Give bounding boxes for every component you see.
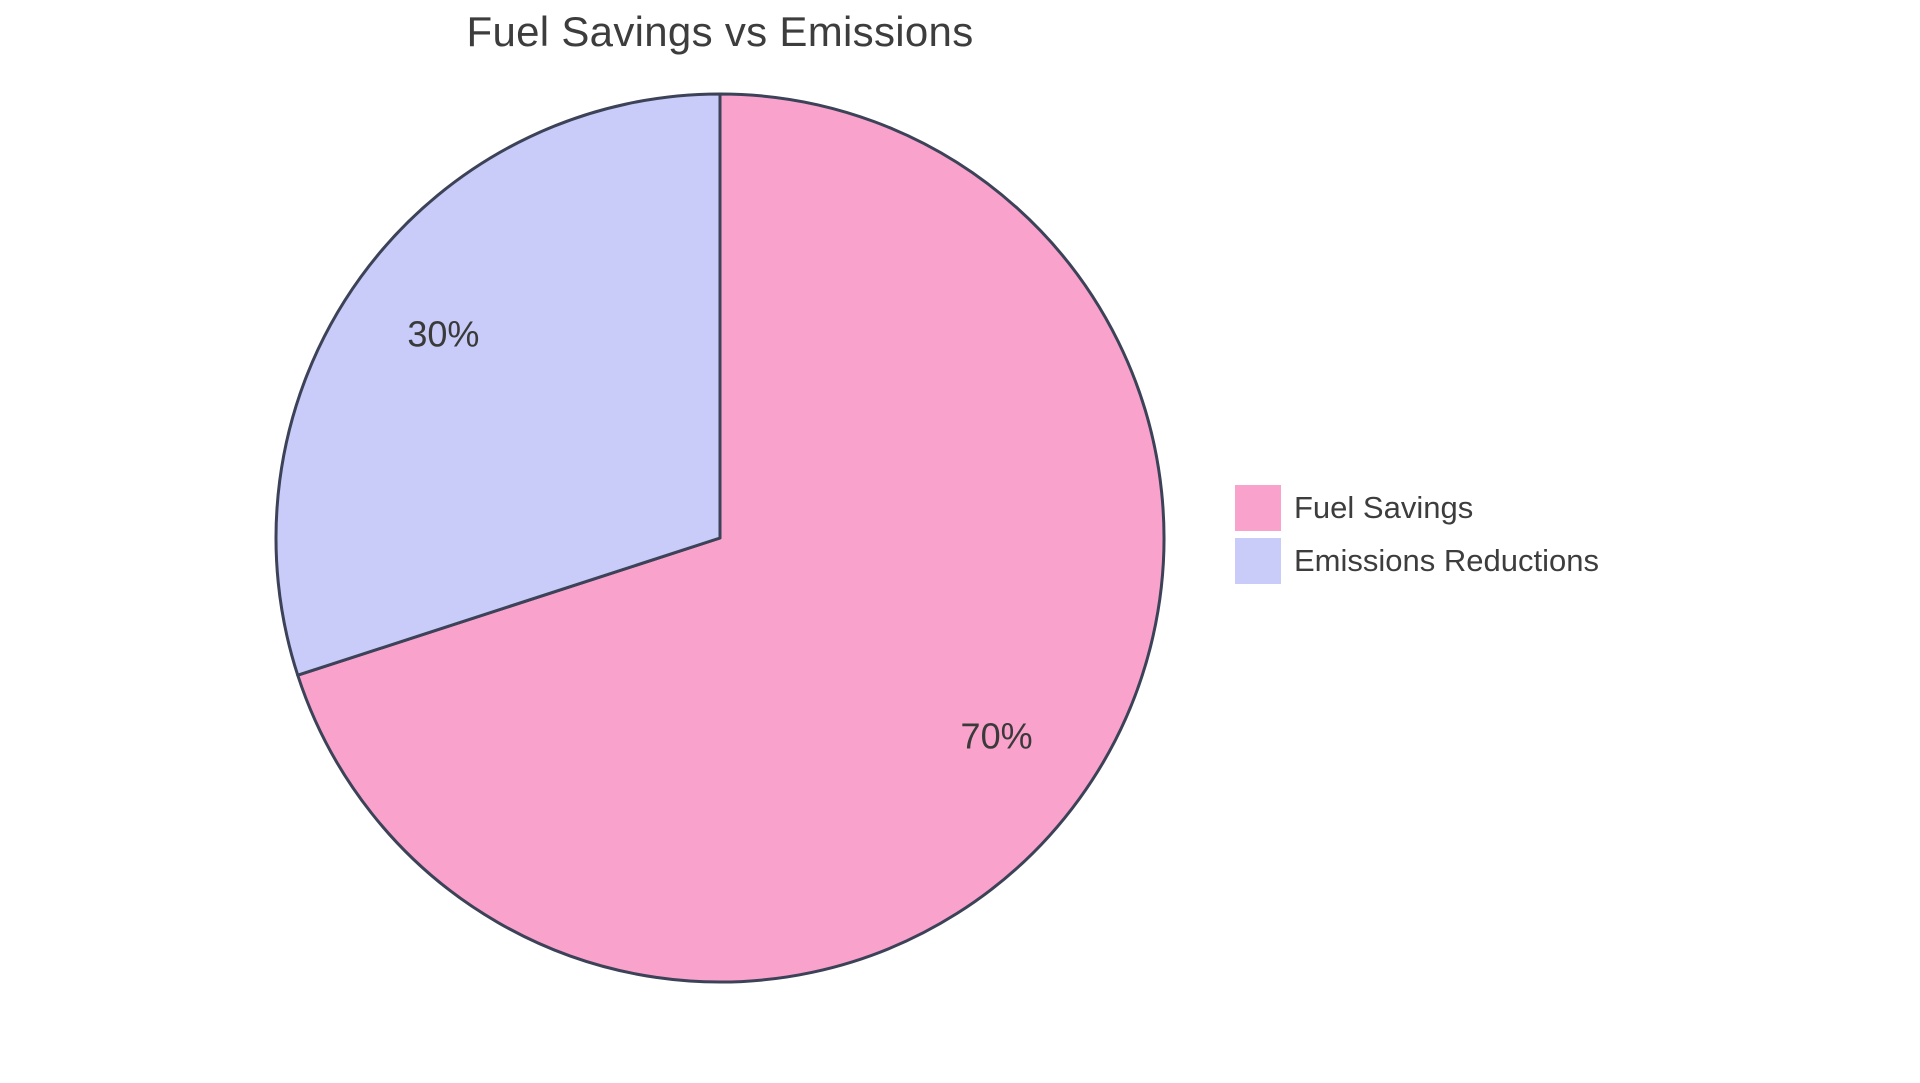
pie-slice-emissions-reductions: [274, 92, 722, 677]
legend-swatch-emissions-reductions: [1235, 538, 1281, 584]
legend-label-emissions-reductions: Emissions Reductions: [1294, 543, 1599, 578]
pie-percent-label-emissions-reductions: 30%: [407, 314, 479, 355]
pie-slice-fuel-savings: [296, 92, 1166, 984]
legend-item-emissions-reductions: Emissions Reductions: [1235, 538, 1599, 584]
legend-swatch-fuel-savings: [1235, 485, 1281, 531]
chart-title: Fuel Savings vs Emissions: [466, 8, 974, 55]
legend: Fuel Savings Emissions Reductions: [1235, 485, 1599, 584]
legend-label-fuel-savings: Fuel Savings: [1294, 490, 1474, 525]
legend-item-fuel-savings: Fuel Savings: [1235, 485, 1599, 531]
pie-percent-label-fuel-savings: 70%: [961, 715, 1033, 756]
